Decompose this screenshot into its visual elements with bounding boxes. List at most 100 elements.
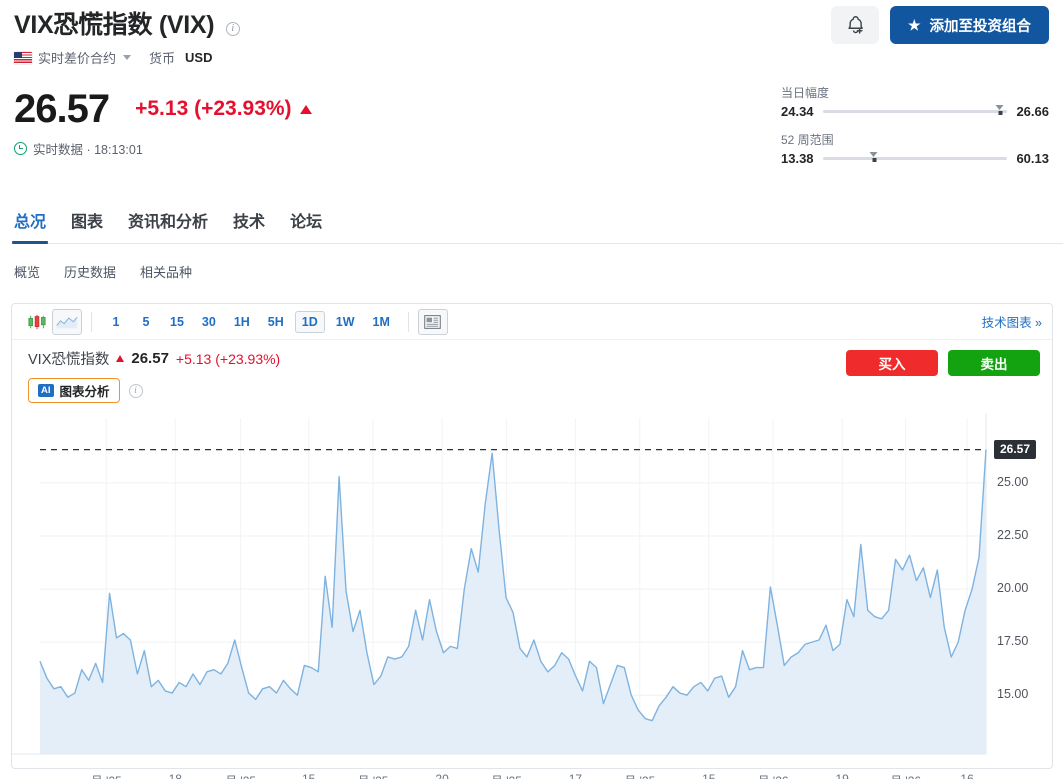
x-axis-tick: 月 '26 <box>890 772 921 779</box>
bell-add-icon <box>848 15 864 34</box>
tab-news-analysis[interactable]: 资讯和分析 <box>128 214 209 231</box>
week52-range-label: 52 周范围 <box>781 133 834 147</box>
title-block: VIX恐慌指数 (VIX) i <box>14 10 240 40</box>
page-title: VIX恐慌指数 (VIX) <box>14 11 215 39</box>
week52-range-low: 13.38 <box>781 151 814 166</box>
daily-range-track[interactable] <box>822 105 1008 115</box>
currency-value: USD <box>185 50 213 65</box>
x-axis-tick: 月 '25 <box>491 772 522 779</box>
timeframe-1m[interactable]: 1M <box>366 311 397 333</box>
add-to-portfolio-label: 添加至投资组合 <box>929 18 1032 35</box>
x-axis-tick: 月 '25 <box>225 772 256 779</box>
sub-tabs: 概览 历史数据 相关品种 <box>14 262 192 281</box>
buy-button[interactable]: 买入 <box>846 350 938 376</box>
week52-range-track[interactable] <box>822 152 1008 162</box>
chart-instrument-name: VIX恐慌指数 <box>28 352 110 368</box>
daily-range-high: 26.66 <box>1016 104 1049 119</box>
news-layout-icon <box>424 314 442 329</box>
timeframe-30[interactable]: 30 <box>195 311 223 333</box>
timeframe-1d[interactable]: 1D <box>294 310 325 333</box>
toolbar-separator-2 <box>407 311 409 332</box>
create-alert-button[interactable] <box>830 6 879 44</box>
star-icon: ★ <box>907 17 921 33</box>
trade-buttons: 买入 卖出 <box>846 350 1040 376</box>
info-icon[interactable]: i <box>225 22 240 36</box>
info-icon[interactable]: i <box>128 383 143 398</box>
page-header: VIX恐慌指数 (VIX) i <box>14 10 1063 40</box>
line-chart-icon <box>56 316 78 328</box>
instrument-meta: 实时差价合约 货币 USD <box>14 48 212 67</box>
x-axis-tick: 19 <box>835 772 849 779</box>
tab-forum[interactable]: 论坛 <box>290 214 323 231</box>
chevron-down-icon[interactable] <box>123 55 132 60</box>
candlestick-chart-icon <box>28 314 46 329</box>
week52-range: 52 周范围 13.38 60.13 <box>781 131 1049 166</box>
daily-range-marker <box>995 105 1005 118</box>
current-price-tag: 26.57 <box>994 439 1037 459</box>
toolbar-separator-1 <box>91 311 92 332</box>
price-area-chart[interactable] <box>12 414 1052 768</box>
x-axis-tick: 15 <box>302 772 316 779</box>
timeframe-15[interactable]: 15 <box>163 311 191 333</box>
chart-plot-area[interactable]: 25.00 22.50 20.00 17.50 15.00 26.57 <box>12 414 1052 768</box>
chart-header: VIX恐慌指数 26.57 +5.13 (+23.93%) AI 图表分析 i … <box>12 340 1052 406</box>
contract-type-label[interactable]: 实时差价合约 <box>38 51 117 66</box>
ai-chart-analysis-button[interactable]: AI 图表分析 <box>28 378 120 403</box>
week52-range-high: 60.13 <box>1016 151 1049 166</box>
timeframe-1w[interactable]: 1W <box>329 311 362 333</box>
x-axis-tick: 16 <box>960 772 974 779</box>
x-axis-tick: 18 <box>168 772 182 779</box>
y-axis-tick: 25.00 <box>997 474 1029 489</box>
x-axis-tick: 月 '25 <box>358 772 389 779</box>
chart-toolbar: 1 5 15 30 1H 5H 1D 1W 1M 技术图表 <box>12 304 1052 340</box>
chart-change: +5.13 (+23.93%) <box>175 350 281 367</box>
price-change-text: +5.13 (+23.93%) <box>135 97 292 120</box>
add-to-portfolio-button[interactable]: ★ 添加至投资组合 <box>889 6 1049 44</box>
news-layout-button[interactable] <box>417 308 448 335</box>
candlestick-chart-button[interactable] <box>22 309 52 335</box>
timeframe-5[interactable]: 5 <box>133 311 159 333</box>
clock-icon <box>14 142 27 155</box>
header-actions: ★ 添加至投资组合 <box>830 6 1049 44</box>
subtab-historical-data[interactable]: 历史数据 <box>64 265 117 280</box>
sell-button[interactable]: 卖出 <box>948 350 1040 376</box>
us-flag-icon <box>14 51 32 64</box>
x-axis-tick: 15 <box>702 772 716 779</box>
quote-timestamp: 实时数据 · 18:13:01 <box>14 139 143 158</box>
tab-overview[interactable]: 总况 <box>11 213 49 244</box>
ai-badge: AI <box>38 384 54 397</box>
timeframe-1[interactable]: 1 <box>103 311 129 333</box>
chart-quote-row: VIX恐慌指数 26.57 +5.13 (+23.93%) <box>28 348 1040 369</box>
daily-range: 当日幅度 24.34 26.66 <box>781 84 1049 119</box>
line-chart-button[interactable] <box>52 308 82 335</box>
technical-chart-link[interactable]: 技术图表 » <box>981 316 1042 330</box>
subtab-overview[interactable]: 概览 <box>14 265 41 280</box>
main-tabs: 总况 图表 资讯和分析 技术 论坛 <box>11 206 1063 244</box>
x-axis-tick: 月 '25 <box>91 772 122 779</box>
chart-price: 26.57 <box>131 350 169 367</box>
currency-label: 货币 <box>149 51 176 66</box>
range-panel: 当日幅度 24.34 26.66 52 周范围 13.38 60.13 <box>781 84 1049 178</box>
tab-charts[interactable]: 图表 <box>71 214 104 231</box>
week52-range-marker <box>869 152 879 165</box>
x-axis-tick: 月 '26 <box>758 772 789 779</box>
price-change: +5.13 (+23.93%) <box>135 97 312 121</box>
ai-analysis-label: 图表分析 <box>59 385 110 399</box>
triangle-up-icon <box>116 355 125 362</box>
ai-analysis-row: AI 图表分析 i <box>28 378 1040 403</box>
y-axis-tick: 20.00 <box>997 581 1029 596</box>
chart-card: 1 5 15 30 1H 5H 1D 1W 1M 技术图表 <box>11 303 1053 779</box>
timeframe-1h[interactable]: 1H <box>227 311 257 333</box>
x-axis-tick: 20 <box>435 772 449 779</box>
last-price: 26.57 <box>14 87 110 131</box>
tab-technical[interactable]: 技术 <box>233 214 266 231</box>
subtab-related-instruments[interactable]: 相关品种 <box>140 265 193 280</box>
quote-block: 26.57 +5.13 (+23.93%) <box>14 87 312 131</box>
daily-range-label: 当日幅度 <box>781 86 830 100</box>
y-axis-tick: 17.50 <box>997 634 1029 649</box>
timeframe-5h[interactable]: 5H <box>261 311 291 333</box>
y-axis-tick: 15.00 <box>997 687 1029 702</box>
y-axis-tick: 22.50 <box>997 528 1029 542</box>
daily-range-low: 24.34 <box>781 104 814 119</box>
